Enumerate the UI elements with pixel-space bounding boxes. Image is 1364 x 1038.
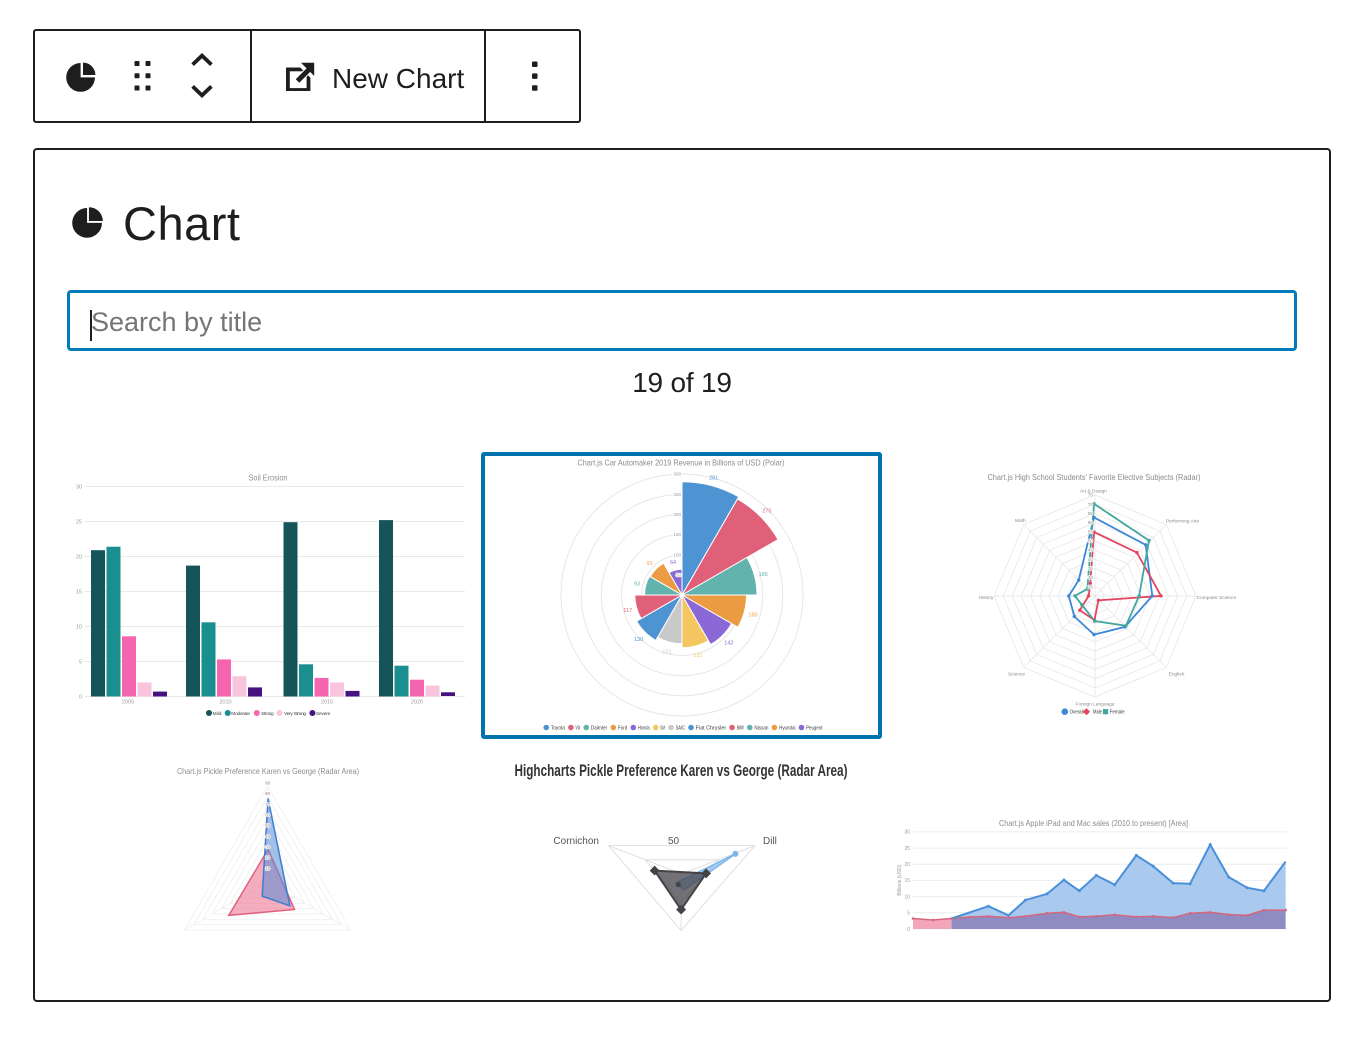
svg-text:300: 300 <box>673 472 681 477</box>
svg-text:25: 25 <box>904 846 910 852</box>
svg-text:Performing Arts: Performing Arts <box>1166 519 1200 525</box>
svg-text:200: 200 <box>673 512 681 517</box>
svg-text:30: 30 <box>1088 575 1094 580</box>
svg-text:Male: Male <box>1093 710 1102 716</box>
svg-text:35: 35 <box>1088 566 1094 571</box>
svg-text:70: 70 <box>265 802 270 807</box>
svg-text:Female: Female <box>1110 710 1125 716</box>
svg-text:130: 130 <box>634 637 643 643</box>
svg-text:10: 10 <box>265 866 270 871</box>
svg-text:Severe: Severe <box>316 711 331 717</box>
svg-text:Highcharts Pickle Preference K: Highcharts Pickle Preference Karen vs Ge… <box>515 761 848 780</box>
svg-text:90: 90 <box>265 781 270 786</box>
svg-text:Soil Erosion: Soil Erosion <box>249 473 288 483</box>
svg-text:60: 60 <box>1088 520 1094 525</box>
svg-text:65: 65 <box>1088 511 1094 516</box>
svg-text:2020: 2020 <box>411 700 423 706</box>
svg-text:Toyota: Toyota <box>551 725 565 731</box>
svg-text:131: 131 <box>693 653 702 659</box>
svg-text:50: 50 <box>676 573 682 578</box>
svg-text:Moderate: Moderate <box>231 711 250 717</box>
svg-text:History: History <box>979 595 995 601</box>
svg-text:Foreign Language: Foreign Language <box>1076 702 1115 708</box>
svg-text:15: 15 <box>76 590 82 596</box>
svg-text:150: 150 <box>673 532 681 537</box>
svg-text:20: 20 <box>904 862 910 868</box>
svg-text:100: 100 <box>673 552 681 557</box>
svg-text:SAIC: SAIC <box>676 725 686 731</box>
svg-text:Chart.js Car Automaker 2019 Re: Chart.js Car Automaker 2019 Revenue in B… <box>578 458 785 468</box>
svg-text:5: 5 <box>79 660 82 666</box>
svg-text:Overall: Overall <box>1070 710 1084 716</box>
svg-text:Art & Design: Art & Design <box>1080 489 1107 495</box>
svg-text:25: 25 <box>1088 584 1094 589</box>
svg-text:Math: Math <box>1015 518 1026 524</box>
svg-text:Hyundai: Hyundai <box>779 725 795 731</box>
svg-text:20: 20 <box>265 855 270 860</box>
svg-text:Billions (USD): Billions (USD) <box>897 864 903 895</box>
svg-text:45: 45 <box>1088 548 1094 553</box>
svg-text:250: 250 <box>673 492 681 497</box>
svg-text:GM: GM <box>660 725 665 731</box>
svg-text:Mild: Mild <box>213 711 222 717</box>
svg-text:10: 10 <box>904 894 910 900</box>
svg-text:Dill: Dill <box>763 836 777 847</box>
svg-text:Cornichon: Cornichon <box>553 836 599 847</box>
svg-text:186: 186 <box>759 572 768 578</box>
svg-text:30: 30 <box>904 830 910 836</box>
svg-text:2015: 2015 <box>321 700 333 706</box>
svg-text:English: English <box>1169 672 1185 678</box>
svg-text:275: 275 <box>762 509 771 515</box>
svg-text:93: 93 <box>634 582 640 588</box>
svg-text:2010: 2010 <box>219 700 231 706</box>
svg-text:80: 80 <box>265 791 270 796</box>
svg-text:2005: 2005 <box>122 700 134 706</box>
svg-text:Peugeot: Peugeot <box>806 725 823 731</box>
svg-text:60: 60 <box>265 813 270 818</box>
svg-text:40: 40 <box>1088 557 1094 562</box>
svg-text:0: 0 <box>907 927 910 933</box>
svg-text:142: 142 <box>724 640 733 646</box>
svg-text:0: 0 <box>79 695 82 701</box>
svg-text:5: 5 <box>907 911 910 917</box>
svg-text:75: 75 <box>1088 493 1094 498</box>
svg-text:30: 30 <box>265 845 270 850</box>
svg-text:VW: VW <box>576 725 581 731</box>
svg-text:50: 50 <box>668 836 680 847</box>
svg-text:40: 40 <box>265 834 270 839</box>
svg-text:Chart.js Pickle Preference Kar: Chart.js Pickle Preference Karen vs Geor… <box>177 766 359 776</box>
svg-text:50: 50 <box>265 823 270 828</box>
svg-text:25: 25 <box>76 520 82 526</box>
svg-text:Chart.js Apple iPad and Mac sa: Chart.js Apple iPad and Mac sales (2010 … <box>999 818 1188 828</box>
svg-text:91: 91 <box>647 561 653 567</box>
svg-text:281: 281 <box>709 475 718 481</box>
svg-text:Strong: Strong <box>261 711 274 717</box>
svg-text:Science: Science <box>1008 672 1025 678</box>
svg-text:20: 20 <box>76 555 82 561</box>
svg-text:Chart.js High School Students': Chart.js High School Students' Favorite … <box>988 472 1201 482</box>
svg-text:Ford: Ford <box>618 725 628 731</box>
svg-text:15: 15 <box>904 878 910 884</box>
svg-text:117: 117 <box>623 608 632 614</box>
svg-text:70: 70 <box>1088 502 1094 507</box>
svg-text:121: 121 <box>662 649 671 655</box>
svg-text:55: 55 <box>1088 529 1094 534</box>
svg-text:50: 50 <box>1088 539 1094 544</box>
svg-text:30: 30 <box>76 485 82 491</box>
svg-text:Very Strong: Very Strong <box>284 711 306 717</box>
svg-text:Honda: Honda <box>638 725 650 731</box>
svg-text:160: 160 <box>748 613 757 619</box>
svg-text:Computer Science: Computer Science <box>1197 595 1237 601</box>
svg-text:Fiat Chrysler: Fiat Chrysler <box>696 725 727 731</box>
svg-text:10: 10 <box>76 625 82 631</box>
svg-text:BMW: BMW <box>737 725 744 731</box>
svg-text:64: 64 <box>670 560 676 566</box>
svg-text:Nissan: Nissan <box>754 725 768 731</box>
svg-text:Daimler: Daimler <box>591 725 608 731</box>
